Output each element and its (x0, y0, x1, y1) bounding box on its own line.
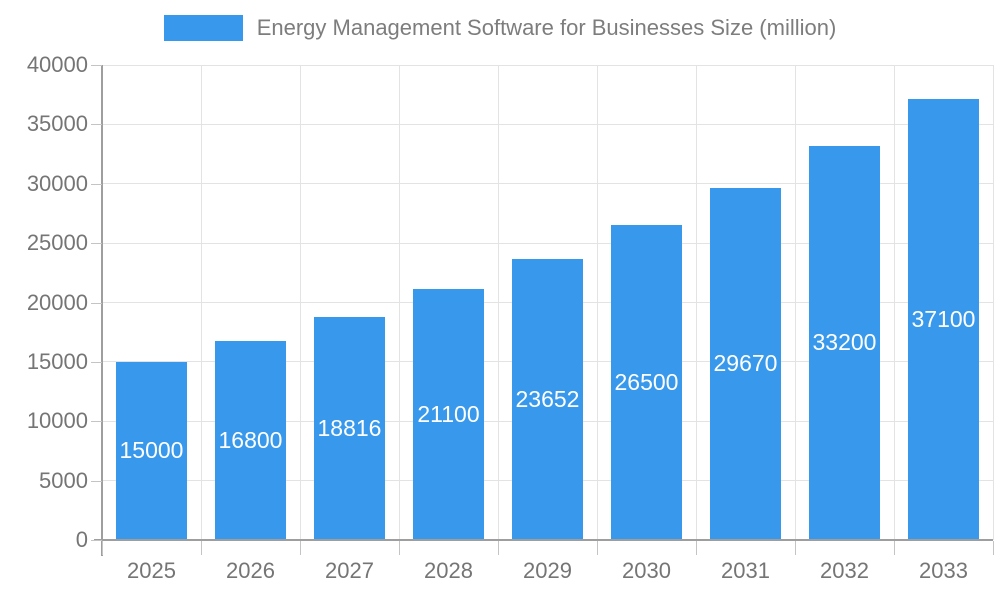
bar-value-label: 18816 (317, 414, 382, 441)
y-axis-tick (91, 302, 102, 304)
gridline-vertical (596, 65, 598, 540)
gridline-vertical (695, 65, 697, 540)
y-axis-line (101, 65, 103, 556)
y-axis-tick (91, 421, 102, 423)
y-axis-tick (91, 540, 102, 541)
x-axis-tick (102, 541, 103, 555)
gridline-horizontal (102, 183, 993, 185)
bar-value-label: 37100 (911, 306, 976, 333)
y-axis-tick-label: 25000 (26, 230, 88, 256)
legend-swatch (163, 15, 243, 41)
x-axis-tick (696, 541, 697, 555)
gridline-vertical (893, 65, 895, 540)
bar-2027[interactable]: 18816 (314, 316, 385, 540)
plot-area: 15000 16800 18816 21100 23652 26500 29670 33200… (102, 64, 994, 540)
y-axis-tick-label: 20000 (26, 289, 88, 315)
y-axis-tick-label: 10000 (26, 408, 88, 434)
gridline-vertical (200, 65, 202, 540)
gridline-vertical (794, 65, 796, 540)
y-axis-tick-label: 30000 (26, 170, 88, 196)
x-axis-tick-label: 2028 (424, 558, 473, 583)
bar-2033[interactable]: 37100 (908, 99, 979, 540)
legend-label: Energy Management Software for Businesse… (256, 15, 837, 40)
y-axis-tick-label: 40000 (26, 52, 88, 77)
bar-2032[interactable]: 33200 (809, 145, 880, 540)
y-axis-tick (91, 480, 102, 482)
y-axis-tick-label: 5000 (39, 467, 88, 493)
y-axis-tick (91, 183, 102, 185)
bar-2026[interactable]: 16800 (215, 340, 286, 540)
x-axis-tick-label: 2033 (919, 558, 968, 583)
bar-value-label: 23652 (515, 386, 580, 413)
y-axis-tick (91, 361, 102, 363)
x-axis-tick-label: 2027 (325, 558, 374, 583)
x-axis-tick (300, 541, 301, 555)
x-axis-tick (795, 541, 796, 555)
x-axis-tick (498, 541, 499, 555)
gridline-vertical (992, 65, 994, 540)
bar-2029[interactable]: 23652 (512, 259, 583, 540)
gridline-horizontal (102, 123, 993, 125)
y-axis-tick-label: 0 (75, 527, 88, 552)
y-axis-tick (91, 65, 102, 66)
x-axis-tick (993, 541, 994, 555)
gridline-horizontal (102, 242, 993, 244)
bar-2028[interactable]: 21100 (413, 289, 484, 540)
gridline-vertical (299, 65, 301, 540)
gridline-vertical (398, 65, 400, 540)
x-axis-tick-label: 2030 (622, 558, 671, 583)
y-axis-tick (91, 243, 102, 245)
x-axis-tick (894, 541, 895, 555)
bar-value-label: 26500 (614, 369, 679, 396)
x-axis-tick (399, 541, 400, 555)
bar-value-label: 33200 (812, 329, 877, 356)
x-axis-tick-label: 2029 (523, 558, 572, 583)
bar-2030[interactable]: 26500 (611, 225, 682, 540)
x-axis-tick (201, 541, 202, 555)
gridline-horizontal (102, 64, 993, 66)
gridline-vertical (497, 65, 499, 540)
x-axis-tick-label: 2026 (226, 558, 275, 583)
legend: Energy Management Software for Businesse… (0, 15, 1000, 41)
bar-value-label: 29670 (713, 350, 778, 377)
bar-2031[interactable]: 29670 (710, 187, 781, 540)
bar-2025[interactable]: 15000 (116, 361, 187, 540)
x-axis-line (94, 539, 993, 541)
y-axis-tick (91, 124, 102, 126)
x-axis-tick (597, 541, 598, 555)
x-axis-tick-label: 2025 (127, 558, 176, 583)
x-axis-tick-label: 2032 (820, 558, 869, 583)
y-axis-tick-label: 15000 (26, 348, 88, 374)
bar-value-label: 15000 (119, 437, 184, 464)
legend-item[interactable]: Energy Management Software for Businesse… (163, 15, 837, 41)
y-axis-tick-label: 35000 (26, 111, 88, 137)
bar-value-label: 16800 (218, 426, 283, 453)
x-axis-tick-label: 2031 (721, 558, 770, 583)
bar-value-label: 21100 (417, 401, 480, 428)
